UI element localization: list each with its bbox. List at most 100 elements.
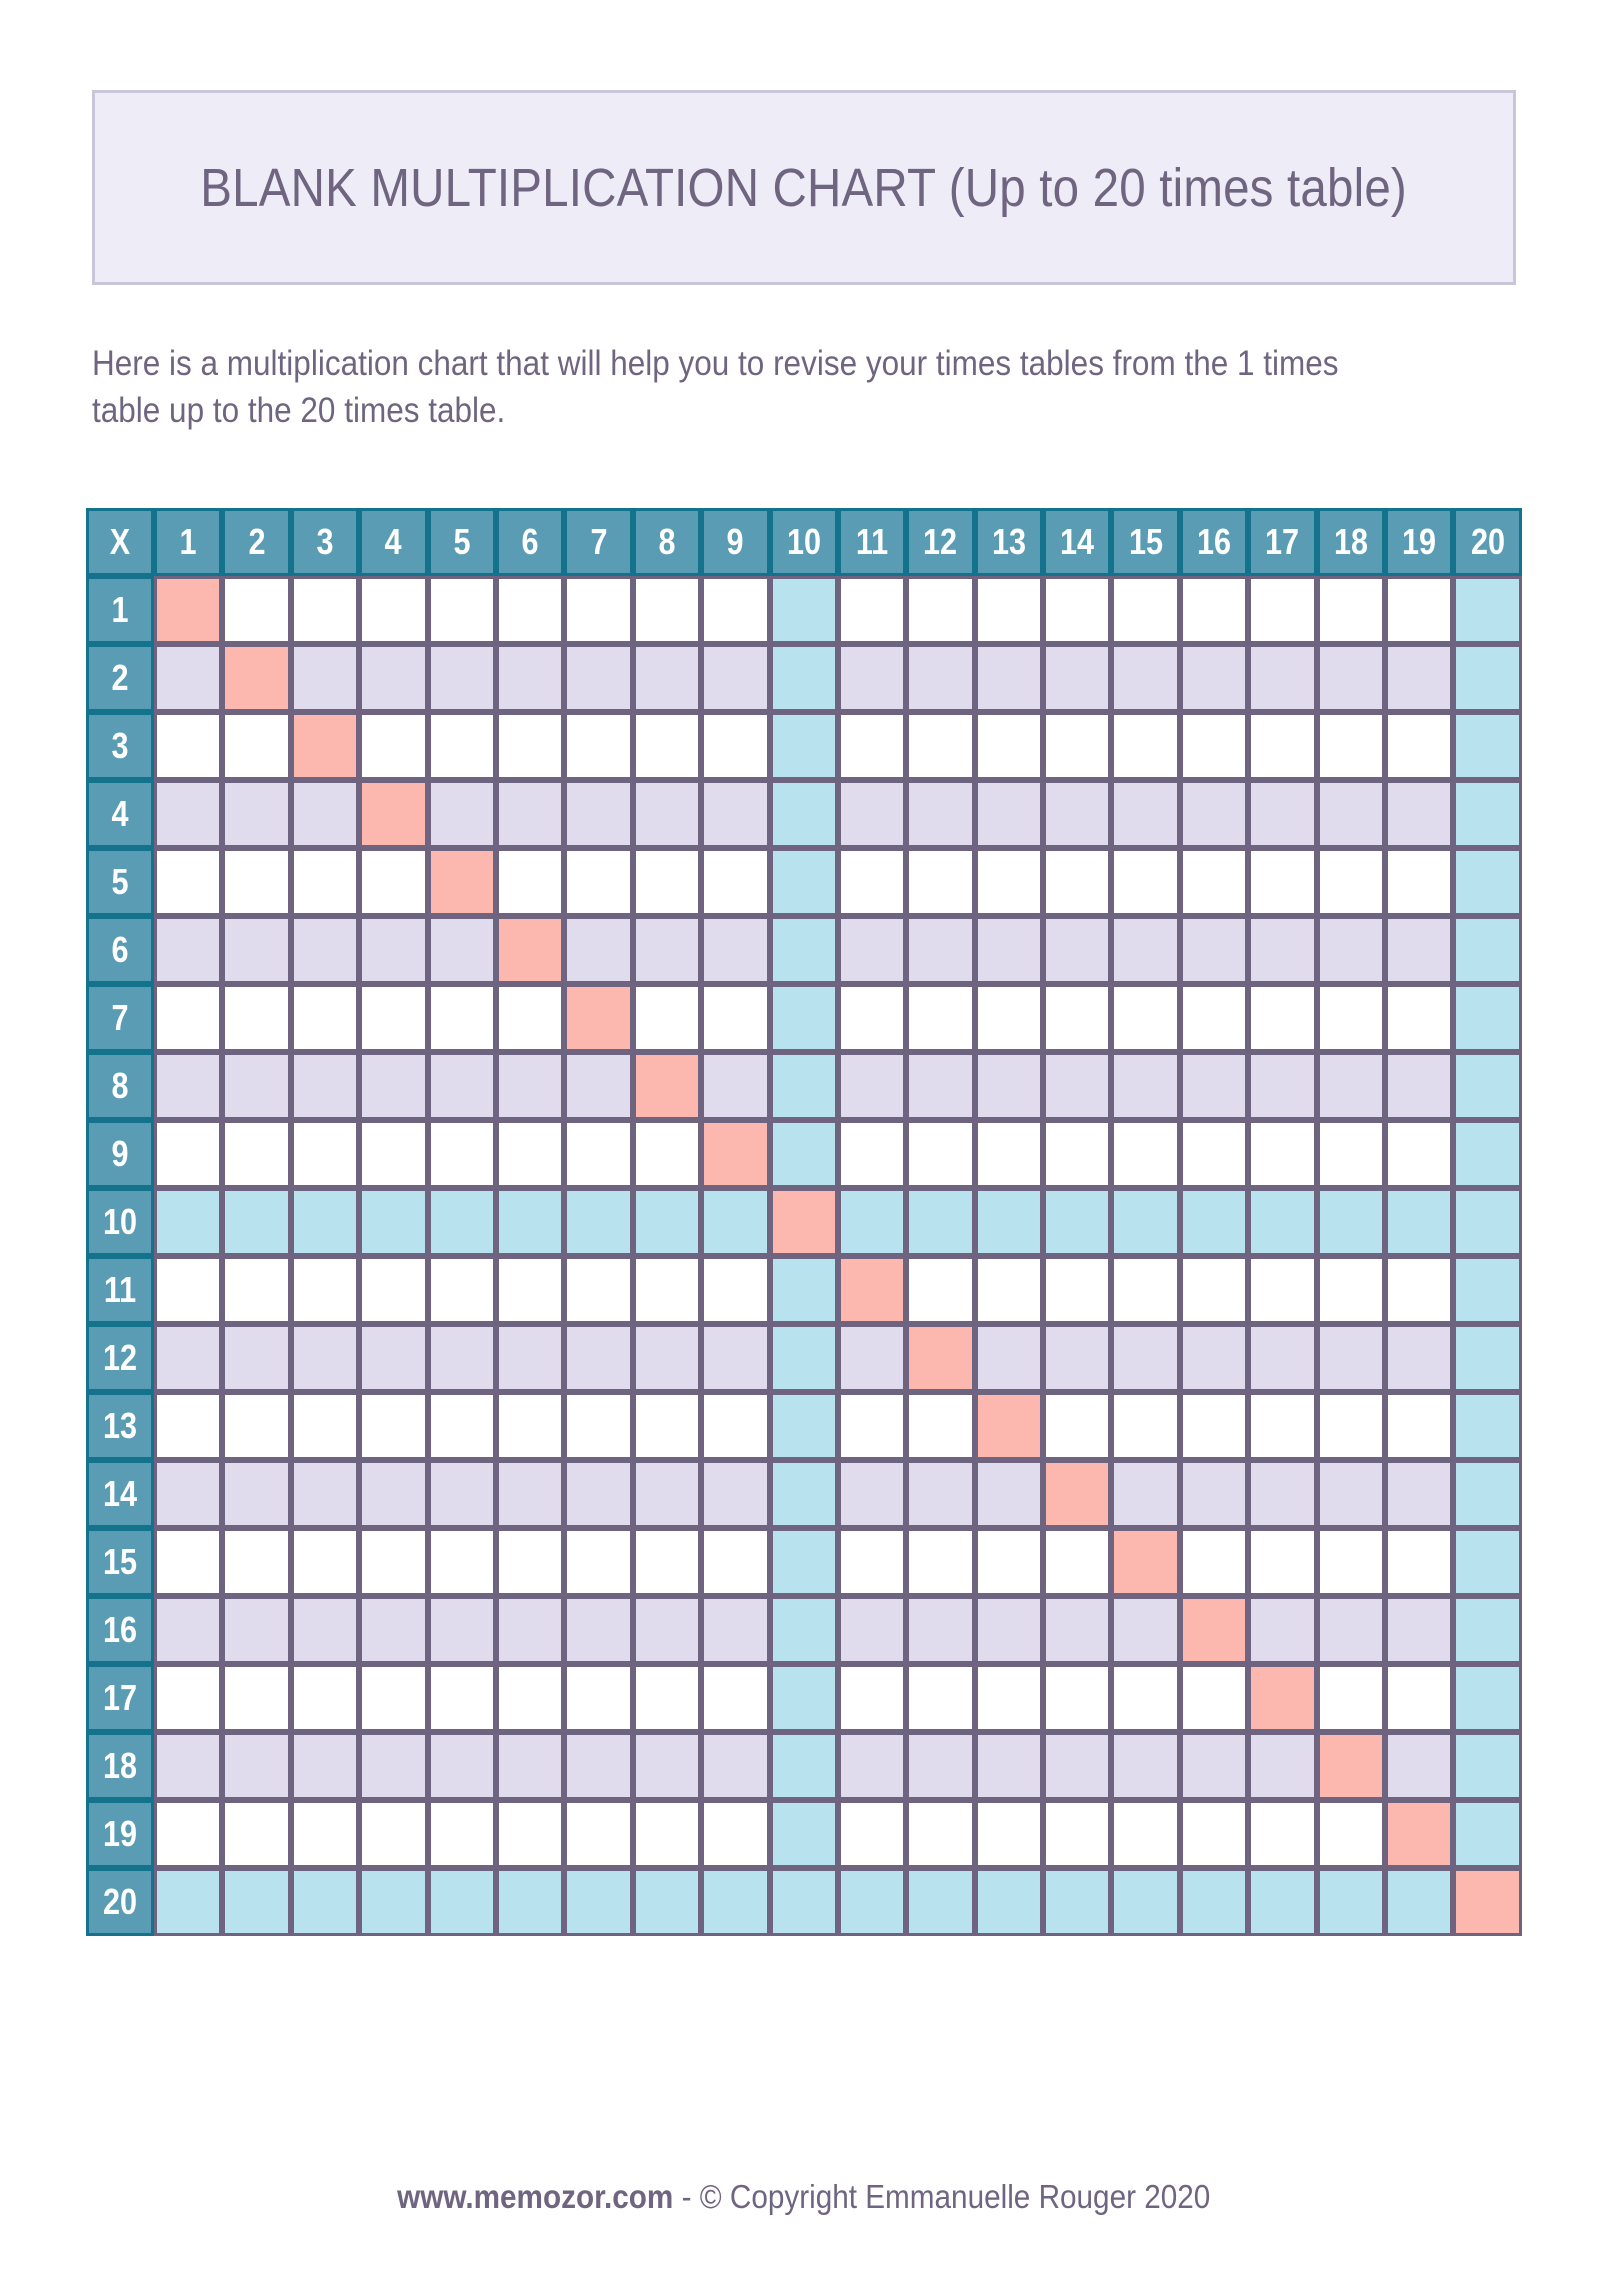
cell-4-2[interactable]	[222, 780, 291, 848]
cell-18-17[interactable]	[1248, 1732, 1317, 1800]
cell-2-16[interactable]	[1179, 644, 1249, 712]
cell-6-14[interactable]	[1043, 916, 1112, 984]
cell-17-4[interactable]	[359, 1664, 428, 1732]
cell-8-16[interactable]	[1179, 1052, 1249, 1120]
cell-18-12[interactable]	[906, 1732, 975, 1800]
cell-18-16[interactable]	[1179, 1732, 1249, 1800]
cell-20-5[interactable]	[427, 1868, 496, 1936]
cell-18-4[interactable]	[359, 1732, 428, 1800]
cell-1-14[interactable]	[1043, 576, 1112, 644]
cell-10-2[interactable]	[222, 1188, 291, 1256]
cell-14-6[interactable]	[495, 1460, 565, 1528]
cell-12-16[interactable]	[1179, 1324, 1249, 1392]
cell-7-1[interactable]	[154, 984, 223, 1052]
column-header-6[interactable]: 6	[495, 508, 565, 576]
cell-15-16[interactable]	[1179, 1528, 1249, 1596]
cell-14-2[interactable]	[222, 1460, 291, 1528]
cell-9-9[interactable]	[701, 1120, 770, 1188]
cell-4-20[interactable]	[1453, 780, 1522, 848]
cell-15-15[interactable]	[1111, 1528, 1180, 1596]
cell-17-8[interactable]	[632, 1664, 702, 1732]
cell-4-11[interactable]	[837, 780, 907, 848]
cell-15-18[interactable]	[1316, 1528, 1386, 1596]
cell-13-5[interactable]	[427, 1392, 496, 1460]
cell-9-13[interactable]	[974, 1120, 1044, 1188]
cell-17-17[interactable]	[1248, 1664, 1317, 1732]
cell-17-10[interactable]	[769, 1664, 838, 1732]
cell-13-17[interactable]	[1248, 1392, 1317, 1460]
cell-1-9[interactable]	[701, 576, 770, 644]
cell-4-15[interactable]	[1111, 780, 1180, 848]
cell-16-6[interactable]	[495, 1596, 565, 1664]
cell-18-13[interactable]	[974, 1732, 1044, 1800]
cell-14-11[interactable]	[837, 1460, 907, 1528]
cell-7-18[interactable]	[1316, 984, 1386, 1052]
column-header-2[interactable]: 2	[222, 508, 291, 576]
cell-6-11[interactable]	[837, 916, 907, 984]
cell-19-13[interactable]	[974, 1800, 1044, 1868]
column-header-19[interactable]: 19	[1385, 508, 1454, 576]
cell-6-18[interactable]	[1316, 916, 1386, 984]
cell-17-2[interactable]	[222, 1664, 291, 1732]
cell-13-11[interactable]	[837, 1392, 907, 1460]
cell-10-17[interactable]	[1248, 1188, 1317, 1256]
cell-8-18[interactable]	[1316, 1052, 1386, 1120]
cell-4-16[interactable]	[1179, 780, 1249, 848]
cell-3-15[interactable]	[1111, 712, 1180, 780]
cell-20-14[interactable]	[1043, 1868, 1112, 1936]
cell-9-16[interactable]	[1179, 1120, 1249, 1188]
cell-15-13[interactable]	[974, 1528, 1044, 1596]
cell-12-11[interactable]	[837, 1324, 907, 1392]
cell-14-19[interactable]	[1385, 1460, 1454, 1528]
cell-16-9[interactable]	[701, 1596, 770, 1664]
cell-7-10[interactable]	[769, 984, 838, 1052]
cell-5-16[interactable]	[1179, 848, 1249, 916]
cell-17-15[interactable]	[1111, 1664, 1180, 1732]
cell-1-19[interactable]	[1385, 576, 1454, 644]
cell-10-11[interactable]	[837, 1188, 907, 1256]
column-header-16[interactable]: 16	[1179, 508, 1249, 576]
cell-4-6[interactable]	[495, 780, 565, 848]
cell-9-8[interactable]	[632, 1120, 702, 1188]
cell-20-12[interactable]	[906, 1868, 975, 1936]
cell-2-4[interactable]	[359, 644, 428, 712]
cell-4-14[interactable]	[1043, 780, 1112, 848]
cell-4-5[interactable]	[427, 780, 496, 848]
cell-17-18[interactable]	[1316, 1664, 1386, 1732]
cell-13-6[interactable]	[495, 1392, 565, 1460]
cell-14-13[interactable]	[974, 1460, 1044, 1528]
cell-9-20[interactable]	[1453, 1120, 1522, 1188]
cell-10-3[interactable]	[290, 1188, 360, 1256]
cell-16-17[interactable]	[1248, 1596, 1317, 1664]
cell-11-5[interactable]	[427, 1256, 496, 1324]
cell-13-7[interactable]	[564, 1392, 633, 1460]
row-header-14[interactable]: 14	[86, 1460, 154, 1528]
cell-11-2[interactable]	[222, 1256, 291, 1324]
cell-19-4[interactable]	[359, 1800, 428, 1868]
cell-3-11[interactable]	[837, 712, 907, 780]
cell-8-6[interactable]	[495, 1052, 565, 1120]
cell-19-5[interactable]	[427, 1800, 496, 1868]
cell-20-16[interactable]	[1179, 1868, 1249, 1936]
cell-10-1[interactable]	[154, 1188, 223, 1256]
cell-17-6[interactable]	[495, 1664, 565, 1732]
cell-4-13[interactable]	[974, 780, 1044, 848]
cell-1-10[interactable]	[769, 576, 838, 644]
cell-7-2[interactable]	[222, 984, 291, 1052]
cell-9-1[interactable]	[154, 1120, 223, 1188]
cell-13-2[interactable]	[222, 1392, 291, 1460]
cell-12-10[interactable]	[769, 1324, 838, 1392]
cell-20-11[interactable]	[837, 1868, 907, 1936]
cell-12-7[interactable]	[564, 1324, 633, 1392]
cell-12-12[interactable]	[906, 1324, 975, 1392]
cell-20-6[interactable]	[495, 1868, 565, 1936]
cell-6-12[interactable]	[906, 916, 975, 984]
cell-8-4[interactable]	[359, 1052, 428, 1120]
cell-7-5[interactable]	[427, 984, 496, 1052]
cell-13-20[interactable]	[1453, 1392, 1522, 1460]
cell-13-13[interactable]	[974, 1392, 1044, 1460]
cell-16-10[interactable]	[769, 1596, 838, 1664]
cell-4-7[interactable]	[564, 780, 633, 848]
row-header-16[interactable]: 16	[86, 1596, 154, 1664]
cell-12-13[interactable]	[974, 1324, 1044, 1392]
